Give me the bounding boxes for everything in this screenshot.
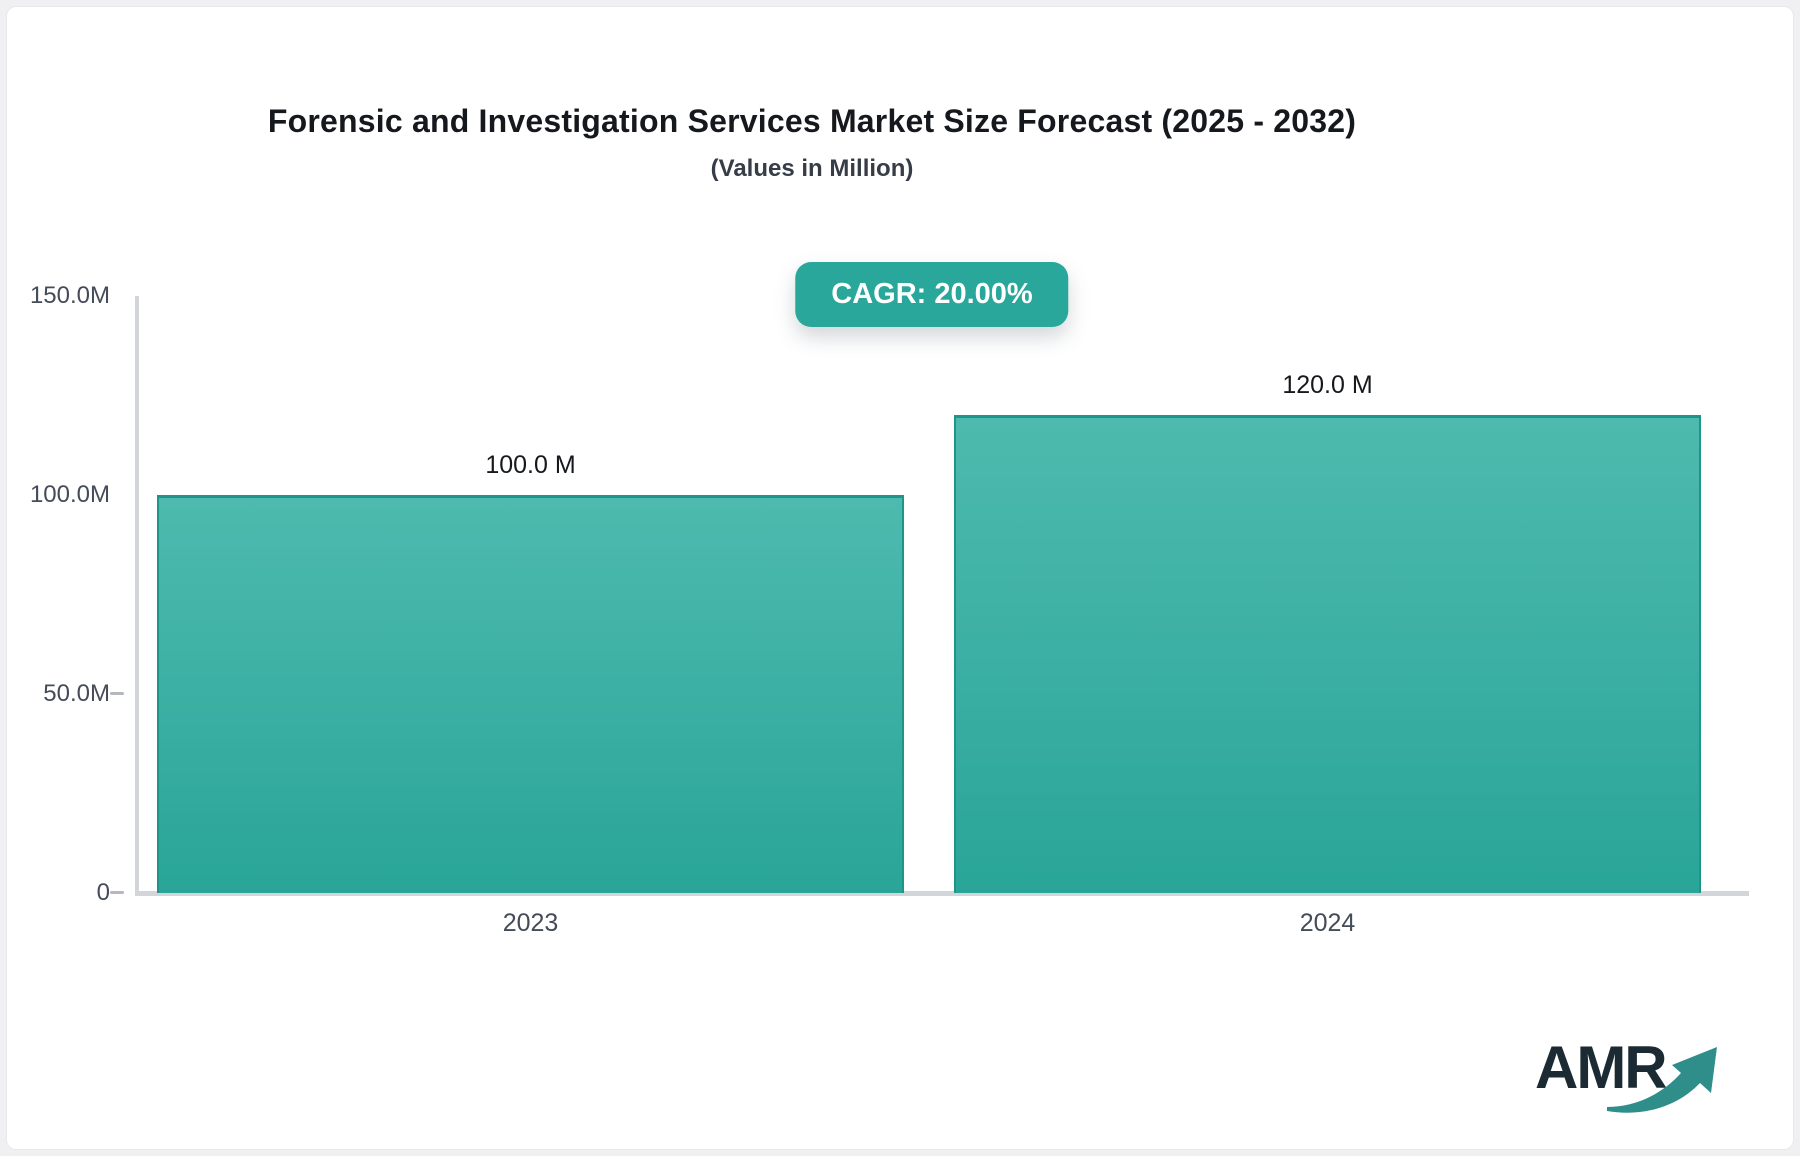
y-axis-tick-label: 100.0M (29, 481, 110, 508)
y-axis-tick-label: 50.0M (43, 680, 110, 707)
y-axis-tick-label: 0 (96, 879, 110, 906)
bar-value-label: 120.0 M (1282, 371, 1373, 400)
amr-logo: AMR (1531, 1033, 1731, 1125)
chart-subtitle: (Values in Million) (710, 155, 914, 182)
y-axis-tick-mark (110, 891, 124, 894)
chart-area: Forensic and Investigation Services Mark… (7, 7, 1793, 1149)
y-axis-line (135, 296, 139, 895)
bar-value-label: 100.0 M (485, 451, 576, 479)
chart-title: Forensic and Investigation Services Mark… (267, 103, 1357, 139)
cagr-badge: CAGR: 20.00% (795, 262, 1069, 327)
bar-2023[interactable] (157, 495, 904, 893)
amr-logo-text: AMR (1535, 1034, 1668, 1101)
y-axis-tick-label: 150.0M (29, 282, 110, 309)
bar-2024[interactable] (954, 415, 1701, 893)
x-axis-line (135, 891, 1749, 896)
x-axis-label: 2023 (502, 909, 559, 937)
chart-card: Forensic and Investigation Services Mark… (6, 6, 1794, 1150)
x-axis-label: 2024 (1299, 909, 1356, 937)
amr-logo-arrow-icon (1607, 1047, 1717, 1113)
y-axis-tick-mark (110, 692, 124, 695)
